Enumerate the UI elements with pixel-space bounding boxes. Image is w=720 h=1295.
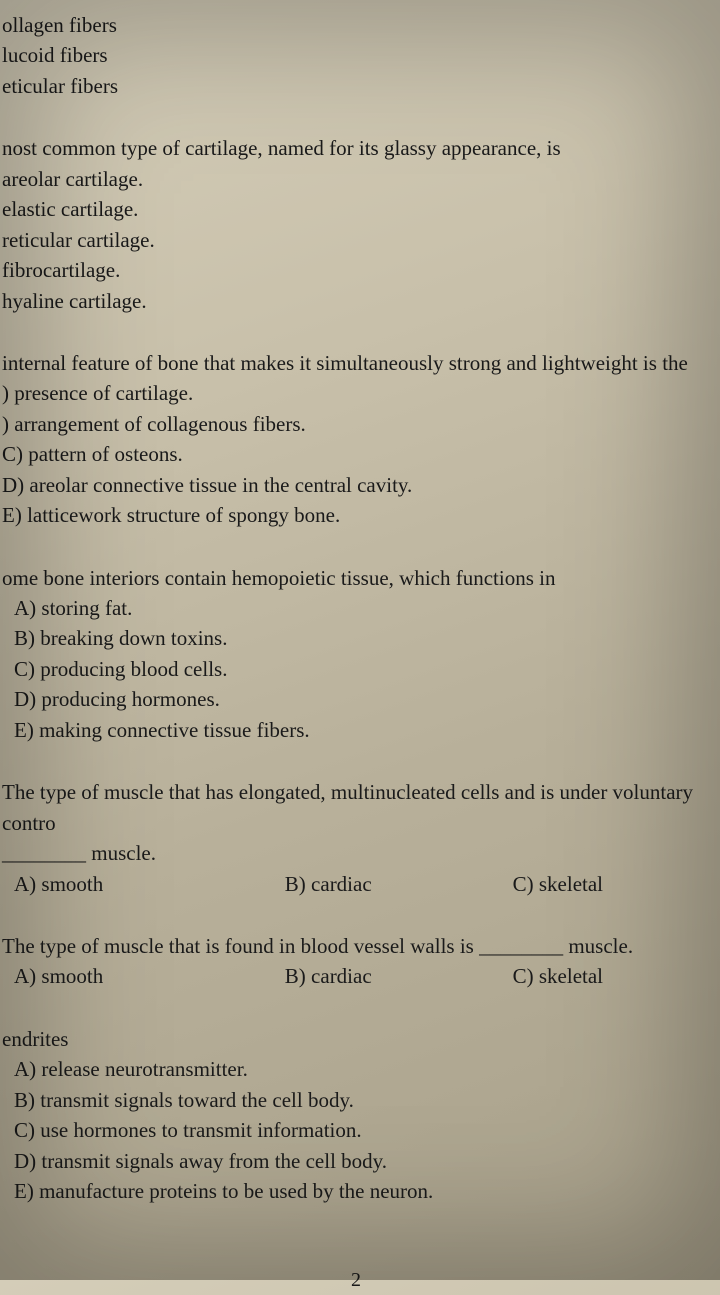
answer-option: A) storing fat. <box>0 593 712 623</box>
question-stem: The type of muscle that has elongated, m… <box>0 777 712 838</box>
answer-option: C) producing blood cells. <box>0 654 712 684</box>
answer-option: A) smooth <box>0 869 285 899</box>
fiber-option: eticular fibers <box>0 71 712 101</box>
answer-option: D) areolar connective tissue in the cent… <box>0 470 712 500</box>
answer-option: B) transmit signals toward the cell body… <box>0 1085 712 1115</box>
answer-option: E) making connective tissue fibers. <box>0 715 712 745</box>
question-stem: endrites <box>0 1024 712 1054</box>
answer-option: C) skeletal <box>513 961 712 991</box>
question-bone-feature: internal feature of bone that makes it s… <box>0 348 712 531</box>
question-stem: nost common type of cartilage, named for… <box>0 133 712 163</box>
answer-option: C) skeletal <box>513 869 712 899</box>
exam-page: ollagen fibers lucoid fibers eticular fi… <box>0 10 712 1295</box>
question-stem: internal feature of bone that makes it s… <box>0 348 712 378</box>
answer-option: hyaline cartilage. <box>0 286 712 316</box>
page-number: 2 <box>0 1266 712 1295</box>
answer-option: areolar cartilage. <box>0 164 712 194</box>
answer-option: ) arrangement of collagenous fibers. <box>0 409 712 439</box>
question-cartilage: nost common type of cartilage, named for… <box>0 133 712 316</box>
answer-option: A) release neurotransmitter. <box>0 1054 712 1084</box>
fiber-option: ollagen fibers <box>0 10 712 40</box>
answer-option: D) producing hormones. <box>0 684 712 714</box>
answer-option: reticular cartilage. <box>0 225 712 255</box>
answer-option: C) use hormones to transmit information. <box>0 1115 712 1145</box>
answer-option: elastic cartilage. <box>0 194 712 224</box>
answer-option: C) pattern of osteons. <box>0 439 712 469</box>
fiber-list: ollagen fibers lucoid fibers eticular fi… <box>0 10 712 101</box>
answer-option: B) cardiac <box>285 961 513 991</box>
answer-option: D) transmit signals away from the cell b… <box>0 1146 712 1176</box>
answer-option: B) cardiac <box>285 869 513 899</box>
answer-option: A) smooth <box>0 961 285 991</box>
answer-option: fibrocartilage. <box>0 255 712 285</box>
question-dendrites: endrites A) release neurotransmitter. B)… <box>0 1024 712 1207</box>
question-stem: The type of muscle that is found in bloo… <box>0 931 712 961</box>
question-hemopoietic: ome bone interiors contain hemopoietic t… <box>0 563 712 746</box>
answer-option: E) manufacture proteins to be used by th… <box>0 1176 712 1206</box>
answer-option: ) presence of cartilage. <box>0 378 712 408</box>
answer-option: E) latticework structure of spongy bone. <box>0 500 712 530</box>
question-stem: ome bone interiors contain hemopoietic t… <box>0 563 712 593</box>
answer-option: B) breaking down toxins. <box>0 623 712 653</box>
question-stem-cont: ________ muscle. <box>0 838 712 868</box>
fiber-option: lucoid fibers <box>0 40 712 70</box>
question-muscle-voluntary: The type of muscle that has elongated, m… <box>0 777 712 899</box>
question-muscle-vessel: The type of muscle that is found in bloo… <box>0 931 712 992</box>
